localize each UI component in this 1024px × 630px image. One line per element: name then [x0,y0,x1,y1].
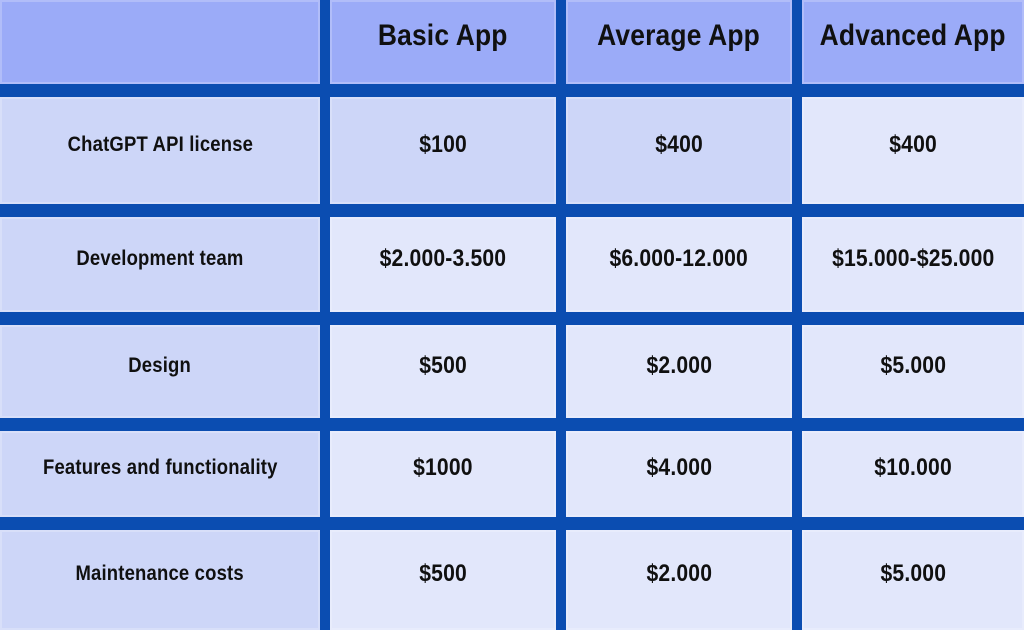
row-label-maintenance-costs-text: Maintenance costs [75,562,245,585]
cost-value-text: $2.000-3.500 [379,244,507,272]
cost-value-cell: $2.000 [566,325,792,418]
cost-value-cell: $4.000 [566,431,792,517]
cost-value-text: $1000 [413,454,473,481]
cost-value-cell: $1000 [330,431,556,517]
row-label-chatgpt-api-license-text: ChatGPT API license [67,132,253,156]
header-cell-advanced-app-text: Advanced App [820,19,1006,52]
cost-value-cell: $500 [330,530,556,630]
cost-value-cell: $15.000-$25.000 [802,217,1024,312]
cost-value-cell: $2.000 [566,530,792,630]
cost-value-cell: $2.000-3.500 [330,217,556,312]
row-label-development-team-text: Development team [76,246,244,270]
row-label-design-text: Design [128,353,192,377]
cost-value-cell: $400 [802,97,1024,204]
cost-value-cell: $10.000 [802,431,1024,517]
cost-value-cell: $400 [566,97,792,204]
cost-value-cell: $5.000 [802,325,1024,418]
cost-value-text: $2.000 [646,351,712,379]
header-cell-basic-app-text: Basic App [378,19,508,52]
header-cell-average-app-text: Average App [597,19,761,52]
cost-value-text: $5.000 [880,560,946,587]
row-label-development-team: Development team [0,217,320,312]
cost-value-text: $2.000 [646,560,712,587]
cost-value-text: $5.000 [880,351,946,379]
header-cell-basic-app: Basic App [330,0,556,84]
row-label-features-and-functionality: Features and functionality [0,431,320,517]
cost-value-text: $15.000-$25.000 [831,244,995,272]
cost-value-cell: $100 [330,97,556,204]
header-cell-advanced-app: Advanced App [802,0,1024,84]
cost-value-cell: $5.000 [802,530,1024,630]
header-cell-average-app: Average App [566,0,792,84]
row-label-maintenance-costs: Maintenance costs [0,530,320,630]
cost-value-text: $100 [419,130,467,158]
row-label-design: Design [0,325,320,418]
cost-value-text: $400 [655,130,703,158]
row-label-chatgpt-api-license: ChatGPT API license [0,97,320,204]
cost-value-text: $500 [419,351,467,379]
cost-value-text: $500 [419,560,467,587]
cost-value-cell: $500 [330,325,556,418]
row-label-features-and-functionality-text: Features and functionality [42,456,278,479]
cost-value-text: $4.000 [646,454,712,481]
cost-value-text: $400 [889,130,937,158]
corner-cell [0,0,320,84]
cost-value-text: $10.000 [874,454,952,481]
cost-value-cell: $6.000-12.000 [566,217,792,312]
cost-value-text: $6.000-12.000 [609,244,749,272]
